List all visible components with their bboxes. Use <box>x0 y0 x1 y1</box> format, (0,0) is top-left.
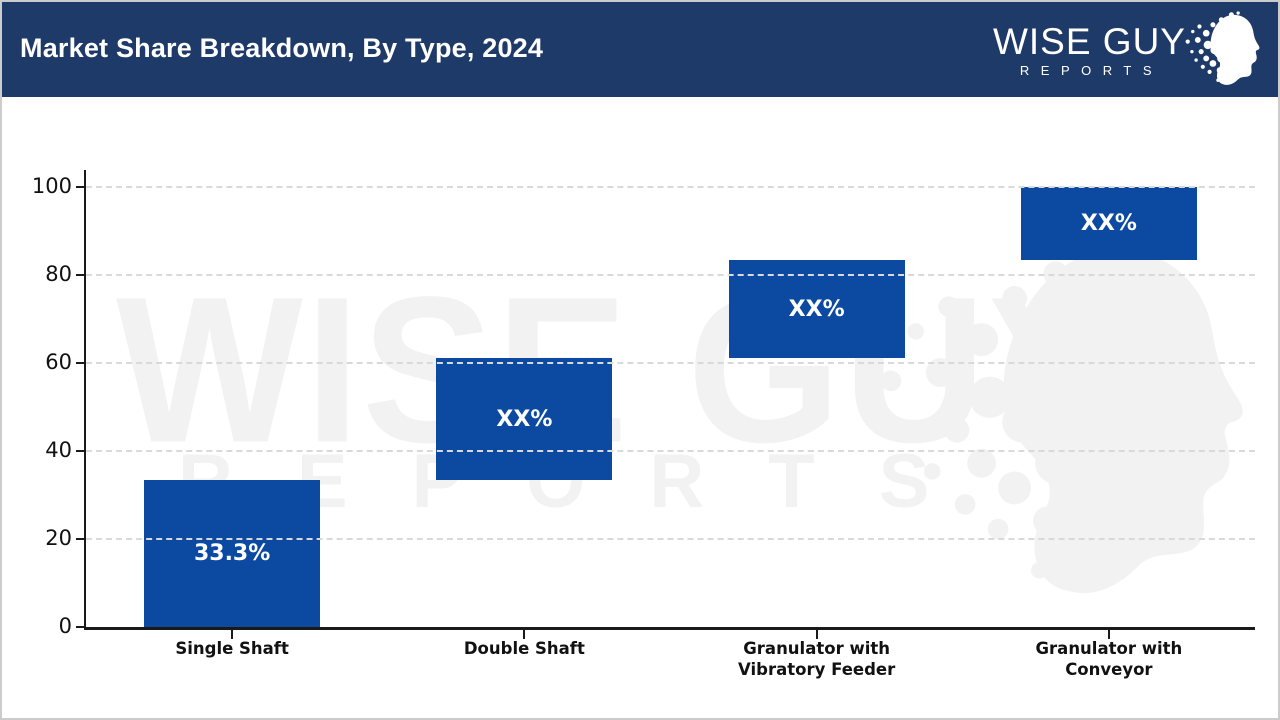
brand-subtitle: REPORTS <box>1019 63 1164 78</box>
bar-value-label: XX% <box>496 406 553 432</box>
x-axis-tick <box>815 630 818 639</box>
x-axis-tick <box>231 630 234 639</box>
y-axis-tick <box>76 626 84 628</box>
x-category-label: Single Shaft <box>175 639 289 658</box>
y-axis-tick <box>76 362 84 364</box>
x-axis-tick <box>1107 630 1110 639</box>
page-title: Market Share Breakdown, By Type, 2024 <box>20 33 544 63</box>
gridline <box>86 362 1255 364</box>
y-tick-label: 40 <box>45 438 72 462</box>
wiseguy-head-icon <box>1185 11 1260 85</box>
y-tick-label: 60 <box>45 350 72 374</box>
y-tick-label: 20 <box>45 526 72 550</box>
bar-value-label: XX% <box>788 296 845 322</box>
gridline <box>86 274 1255 276</box>
x-axis-tick <box>523 630 526 639</box>
bar-segment: XX% <box>436 358 613 481</box>
bar-value-label: 33.3% <box>193 541 271 567</box>
x-axis-line <box>84 627 1255 630</box>
y-tick-label: 100 <box>31 174 72 198</box>
bar-segment: XX% <box>728 260 905 359</box>
x-category-label: Granulator with Vibratory Feeder <box>738 639 896 679</box>
y-axis-tick <box>76 538 84 540</box>
gridline <box>86 450 1255 452</box>
gridline <box>86 186 1255 188</box>
brand-name: WISE GUY <box>992 21 1186 62</box>
brand-logo: WISE GUY REPORTS <box>993 6 1266 94</box>
y-axis-tick <box>76 186 84 188</box>
x-category-label: Double Shaft <box>463 639 585 658</box>
y-axis-line <box>84 170 86 627</box>
y-tick-label: 80 <box>45 262 72 286</box>
watermark-head-icon <box>880 232 1243 594</box>
y-axis-tick <box>76 450 84 452</box>
y-tick-label: 0 <box>58 614 72 638</box>
y-axis-tick <box>76 274 84 276</box>
x-category-label: Granulator with Conveyor <box>1035 639 1183 679</box>
header-banner: Market Share Breakdown, By Type, 2024 WI… <box>0 0 1280 97</box>
gridline <box>86 538 1255 540</box>
bar-value-label: XX% <box>1080 211 1137 237</box>
bar-segment: XX% <box>1020 187 1197 261</box>
brand-logo-text: WISE GUY REPORTS <box>993 23 1186 77</box>
bar-segment: 33.3% <box>144 480 321 627</box>
